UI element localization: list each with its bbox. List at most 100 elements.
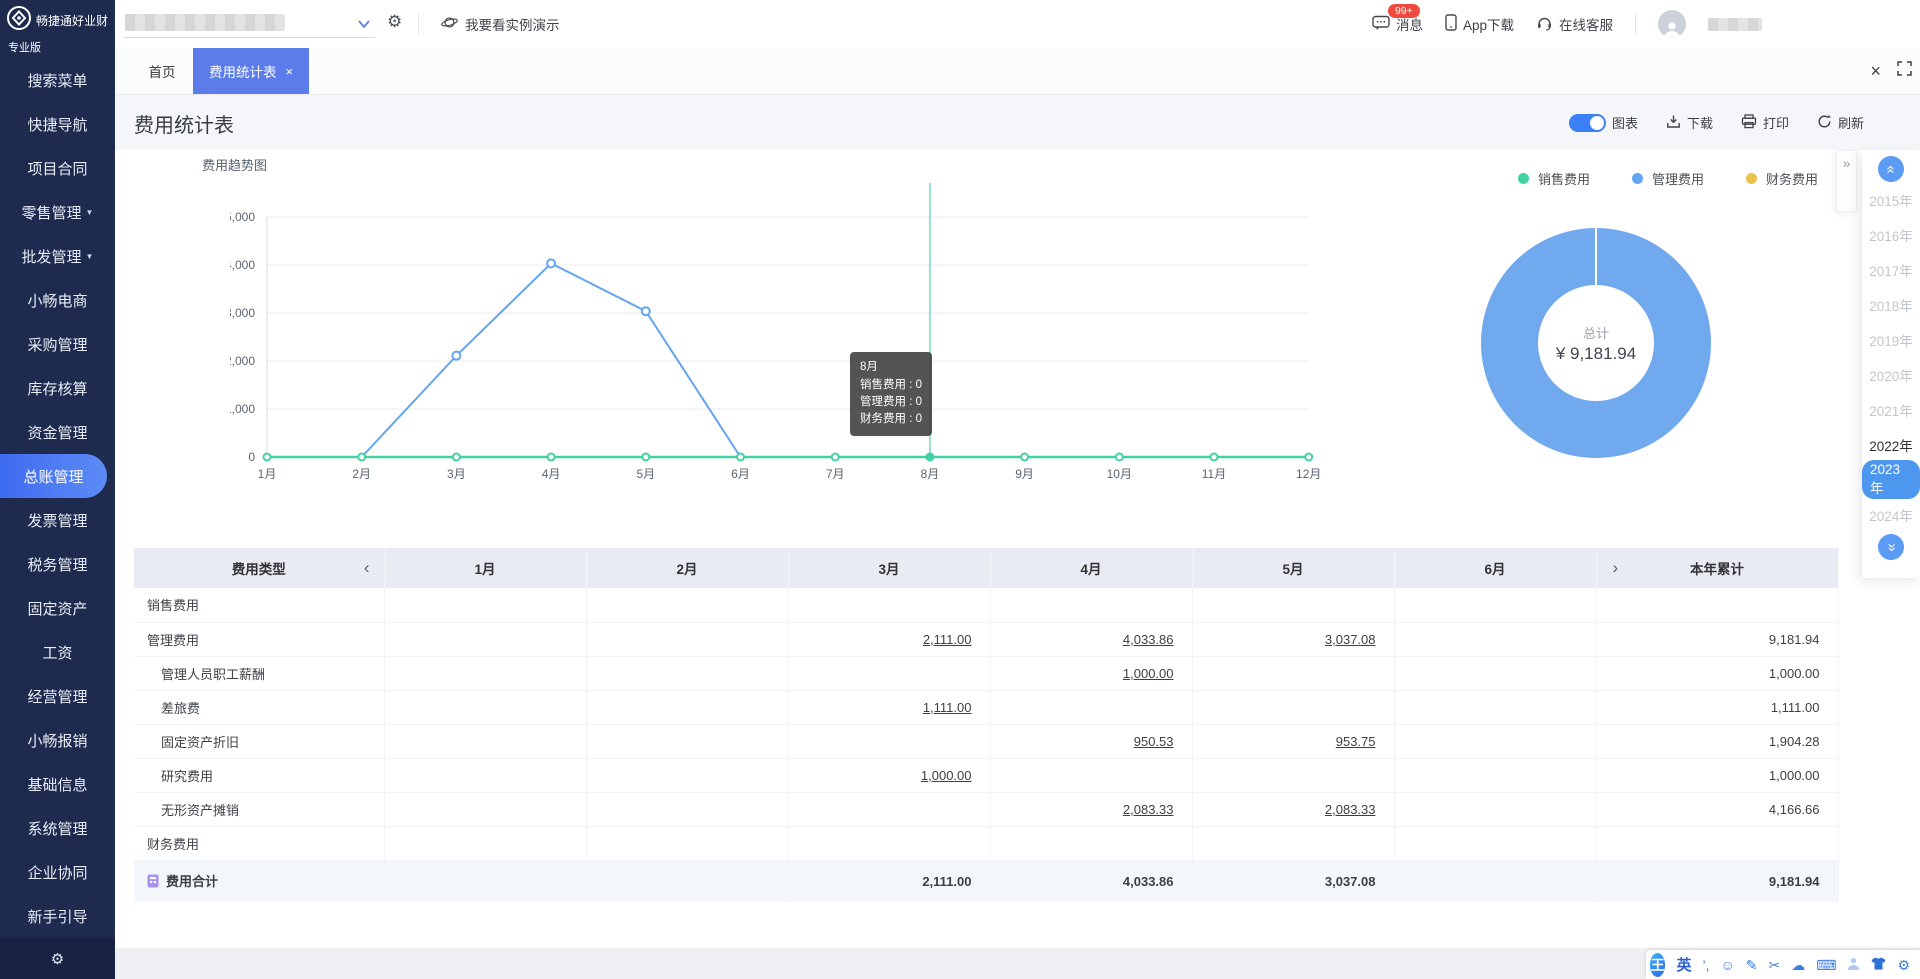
settings-gear-icon[interactable]: ⚙ bbox=[387, 12, 403, 31]
sidebar-item-retail[interactable]: 零售管理 ▼ bbox=[21, 204, 94, 222]
year-panel-collapse-handle[interactable]: » bbox=[1836, 150, 1857, 212]
skin-shirt-icon[interactable] bbox=[1871, 957, 1886, 972]
ime-language-toggle[interactable]: 英 bbox=[1676, 957, 1692, 974]
expense-table: 费用类型 ‹ 1月 2月 3月 4月 5月 6月 › 本年累计 销售费用 bbox=[134, 548, 1839, 902]
user-icon[interactable] bbox=[1847, 957, 1860, 972]
column-header-mar: 3月 bbox=[788, 548, 991, 588]
messages-button[interactable]: 消息 99+ bbox=[1372, 4, 1423, 34]
sidebar-item-tax[interactable]: 税务管理 bbox=[27, 556, 88, 574]
tab-home[interactable]: 首页 bbox=[148, 65, 176, 80]
sidebar-item-general-ledger[interactable]: 总账管理 bbox=[0, 454, 107, 498]
company-selector[interactable] bbox=[123, 10, 375, 38]
sidebar-item-beginner-guide[interactable]: 新手引导 bbox=[27, 908, 88, 926]
svg-text:7月: 7月 bbox=[826, 467, 845, 481]
tooltip-month: 8月 bbox=[860, 361, 878, 373]
legend-item-sales[interactable]: 销售费用 bbox=[1518, 169, 1590, 188]
scissors-icon[interactable]: ✂ bbox=[1768, 956, 1781, 973]
close-icon[interactable]: × bbox=[1870, 61, 1881, 81]
keyboard-icon[interactable]: ⌨ bbox=[1816, 956, 1837, 973]
drilldown-link[interactable]: 1,000.00 bbox=[990, 656, 1193, 691]
sidebar-item-base-info[interactable]: 基础信息 bbox=[27, 776, 88, 794]
year-item-2020[interactable]: 2020年 bbox=[1869, 368, 1913, 384]
tab-bar: 首页 费用统计表 × × bbox=[115, 48, 1920, 95]
gear-icon: ⚙ bbox=[50, 950, 65, 968]
download-icon bbox=[1666, 114, 1681, 132]
sidebar-item-system[interactable]: 系统管理 bbox=[27, 820, 88, 838]
drilldown-link[interactable]: 1,111.00 bbox=[788, 690, 991, 725]
sidebar-item-project-contract[interactable]: 项目合同 bbox=[27, 160, 88, 178]
table-row: 固定资产折旧 950.53 953.75 1,904.28 bbox=[134, 724, 1839, 759]
table-row: 管理人员职工薪酬 1,000.00 1,000.00 bbox=[134, 656, 1839, 691]
sidebar-item-inventory[interactable]: 库存核算 bbox=[27, 380, 88, 398]
year-item-2016[interactable]: 2016年 bbox=[1869, 228, 1913, 244]
double-chevron-down-icon: « bbox=[1882, 542, 1900, 552]
double-chevron-up-icon: « bbox=[1882, 164, 1900, 174]
refresh-button[interactable]: 刷新 bbox=[1817, 113, 1864, 132]
scroll-left-icon[interactable]: ‹ bbox=[363, 558, 370, 577]
ime-logo-button[interactable]: 王 bbox=[1650, 952, 1666, 977]
company-name-redacted bbox=[125, 14, 285, 31]
app-download-button[interactable]: App下载 bbox=[1445, 14, 1514, 34]
sidebar: 畅捷通好业财 专业版 搜索菜单 快捷导航 项目合同 零售管理 ▼ 批发管理 ▼ 小畅… bbox=[0, 0, 115, 979]
year-item-2018[interactable]: 2018年 bbox=[1869, 298, 1913, 314]
sidebar-item-invoices[interactable]: 发票管理 bbox=[27, 512, 88, 530]
drilldown-link[interactable]: 4,033.86 bbox=[990, 622, 1193, 657]
emoji-icon[interactable]: ☺ bbox=[1720, 956, 1735, 973]
brand-edition: 专业版 bbox=[8, 42, 41, 54]
drilldown-link[interactable]: 2,083.33 bbox=[1192, 792, 1395, 827]
trend-line-chart: 5,000 4,000 3,000 2,000 1,000 01月 2月 3月 4月 5月 6月 7月… bbox=[230, 183, 1321, 481]
gear-icon[interactable]: ⚙ bbox=[1897, 956, 1910, 973]
year-item-2024[interactable]: 2024年 bbox=[1869, 508, 1913, 524]
tab-expense-report[interactable]: 费用统计表 × bbox=[193, 48, 310, 94]
year-item-2017[interactable]: 2017年 bbox=[1869, 263, 1913, 279]
toggle-switch[interactable] bbox=[1568, 113, 1606, 132]
user-avatar[interactable] bbox=[1658, 10, 1686, 38]
sidebar-item-expense-claims[interactable]: 小畅报销 bbox=[27, 732, 88, 750]
download-button[interactable]: 下载 bbox=[1666, 113, 1713, 132]
support-button[interactable]: 在线客服 bbox=[1536, 14, 1613, 34]
year-item-2023[interactable]: 2023年 bbox=[1862, 460, 1920, 499]
sidebar-menu: 搜索菜单 快捷导航 项目合同 零售管理 ▼ 批发管理 ▼ 小畅电商 采购管理 库存核… bbox=[0, 58, 115, 938]
column-header-apr: 4月 bbox=[990, 548, 1193, 588]
scroll-down-button[interactable]: « bbox=[1878, 534, 1904, 560]
legend-item-finance[interactable]: 财务费用 bbox=[1746, 169, 1818, 188]
sidebar-item-operations[interactable]: 经营管理 bbox=[27, 688, 88, 706]
demo-link[interactable]: 我要看实例演示 bbox=[441, 0, 560, 48]
sidebar-item-ecommerce[interactable]: 小畅电商 bbox=[27, 292, 88, 310]
refresh-icon bbox=[1817, 114, 1832, 132]
table-header-row: 费用类型 ‹ 1月 2月 3月 4月 5月 6月 › 本年累计 bbox=[134, 548, 1839, 588]
year-item-2015[interactable]: 2015年 bbox=[1869, 193, 1913, 209]
sidebar-item-wholesale[interactable]: 批发管理 ▼ bbox=[21, 248, 94, 266]
sidebar-item-search-menu[interactable]: 搜索菜单 bbox=[27, 72, 88, 90]
drilldown-link[interactable]: 2,083.33 bbox=[990, 792, 1193, 827]
year-item-2019[interactable]: 2019年 bbox=[1869, 333, 1913, 349]
planet-icon bbox=[441, 14, 458, 34]
chart-toggle[interactable]: 图表 bbox=[1568, 113, 1638, 132]
drilldown-link[interactable]: 950.53 bbox=[990, 724, 1193, 759]
table-row: 研究费用 1,000.00 1,000.00 bbox=[134, 758, 1839, 793]
sidebar-item-fixed-assets[interactable]: 固定资产 bbox=[27, 600, 88, 618]
year-item-2021[interactable]: 2021年 bbox=[1869, 403, 1913, 419]
sidebar-settings-button[interactable]: ⚙ bbox=[0, 938, 115, 979]
svg-text:8月: 8月 bbox=[921, 467, 940, 481]
cloud-icon[interactable]: ☁ bbox=[1791, 956, 1806, 973]
scroll-up-button[interactable]: « bbox=[1878, 156, 1904, 182]
chevron-down-icon: ▼ bbox=[85, 207, 94, 217]
drilldown-link[interactable]: 2,111.00 bbox=[788, 622, 991, 657]
print-button[interactable]: 打印 bbox=[1741, 113, 1789, 132]
sidebar-item-funds[interactable]: 资金管理 bbox=[27, 424, 88, 442]
tab-close-icon[interactable]: × bbox=[285, 63, 294, 79]
legend-item-management[interactable]: 管理费用 bbox=[1632, 169, 1704, 188]
sidebar-item-collaboration[interactable]: 企业协同 bbox=[27, 864, 88, 882]
drilldown-link[interactable]: 953.75 bbox=[1192, 724, 1395, 759]
scroll-right-icon[interactable]: › bbox=[1612, 558, 1619, 577]
drilldown-link[interactable]: 3,037.08 bbox=[1192, 622, 1395, 657]
pencil-icon[interactable]: ✎ bbox=[1745, 956, 1758, 973]
punctuation-icon[interactable]: ’, bbox=[1702, 956, 1710, 973]
sidebar-item-payroll[interactable]: 工资 bbox=[42, 644, 73, 662]
fullscreen-icon[interactable] bbox=[1897, 61, 1912, 81]
sidebar-item-quick-nav[interactable]: 快捷导航 bbox=[27, 116, 88, 134]
year-item-2022[interactable]: 2022年 bbox=[1869, 438, 1913, 454]
drilldown-link[interactable]: 1,000.00 bbox=[788, 758, 991, 793]
sidebar-item-purchasing[interactable]: 采购管理 bbox=[27, 336, 88, 354]
